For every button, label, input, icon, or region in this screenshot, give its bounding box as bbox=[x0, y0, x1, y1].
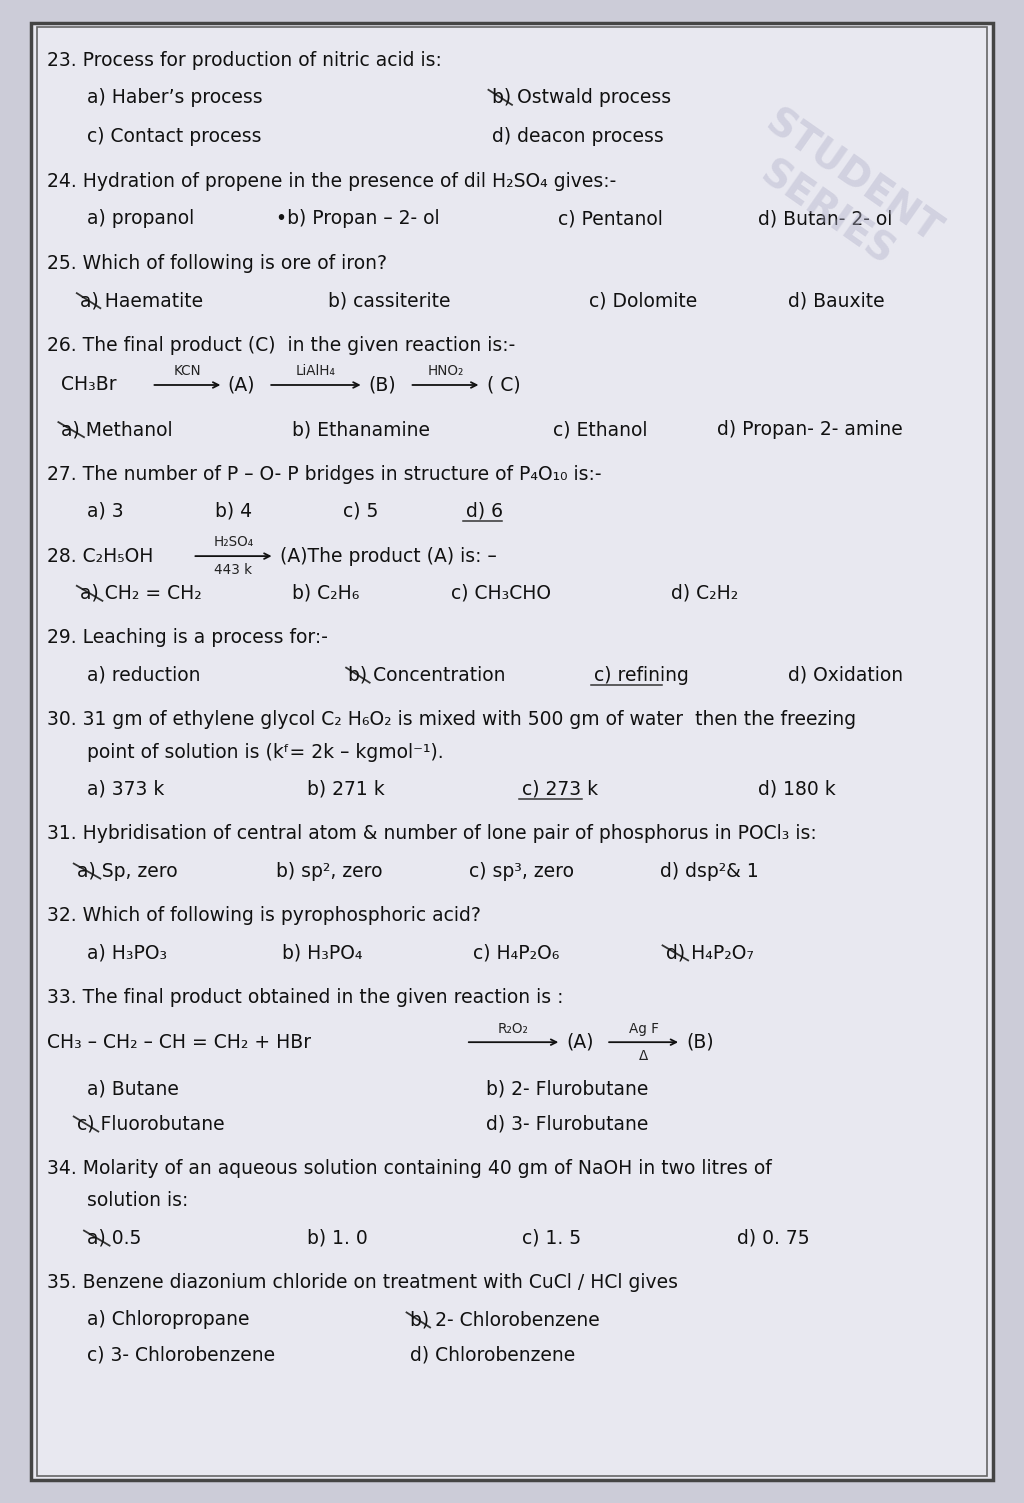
Text: c) 1. 5: c) 1. 5 bbox=[522, 1228, 582, 1247]
Text: c) sp³, zero: c) sp³, zero bbox=[469, 861, 574, 881]
Text: a) Haematite: a) Haematite bbox=[80, 292, 203, 310]
Text: a) Sp, zero: a) Sp, zero bbox=[77, 861, 177, 881]
Text: c) Ethanol: c) Ethanol bbox=[553, 421, 647, 439]
Text: 24. Hydration of propene in the presence of dil H₂SO₄ gives:-: 24. Hydration of propene in the presence… bbox=[47, 173, 616, 191]
Text: 29. Leaching is a process for:-: 29. Leaching is a process for:- bbox=[47, 628, 328, 648]
Text: b) 1. 0: b) 1. 0 bbox=[307, 1228, 368, 1247]
Text: a) Butane: a) Butane bbox=[87, 1079, 179, 1099]
Text: d) 0. 75: d) 0. 75 bbox=[737, 1228, 810, 1247]
Text: a) Chloropropane: a) Chloropropane bbox=[87, 1311, 250, 1330]
Text: Δ: Δ bbox=[639, 1049, 648, 1063]
Text: b) 2- Chlorobenzene: b) 2- Chlorobenzene bbox=[410, 1311, 599, 1330]
Text: d) C₂H₂: d) C₂H₂ bbox=[671, 583, 738, 603]
Text: 33. The final product obtained in the given reaction is :: 33. The final product obtained in the gi… bbox=[47, 987, 563, 1007]
Text: d) Bauxite: d) Bauxite bbox=[788, 292, 885, 310]
Text: KCN: KCN bbox=[174, 364, 201, 379]
Text: a) Haber’s process: a) Haber’s process bbox=[87, 87, 263, 107]
Text: LiAlH₄: LiAlH₄ bbox=[296, 364, 336, 379]
Text: d) 6: d) 6 bbox=[466, 502, 503, 522]
Text: c) Fluorobutane: c) Fluorobutane bbox=[77, 1115, 224, 1133]
Text: STUDENT
SERIES: STUDENT SERIES bbox=[732, 104, 947, 287]
Text: 23. Process for production of nitric acid is:: 23. Process for production of nitric aci… bbox=[47, 51, 442, 69]
Text: c) H₄P₂O₆: c) H₄P₂O₆ bbox=[473, 944, 559, 962]
Text: c) 3- Chlorobenzene: c) 3- Chlorobenzene bbox=[87, 1345, 275, 1365]
Text: (B): (B) bbox=[686, 1033, 714, 1052]
Text: 31. Hybridisation of central atom & number of lone pair of phosphorus in POCl₃ i: 31. Hybridisation of central atom & numb… bbox=[47, 824, 817, 843]
Text: 25. Which of following is ore of iron?: 25. Which of following is ore of iron? bbox=[47, 254, 387, 274]
Text: R₂O₂: R₂O₂ bbox=[498, 1022, 529, 1036]
Text: c) Contact process: c) Contact process bbox=[87, 128, 261, 146]
Text: 32. Which of following is pyrophosphoric acid?: 32. Which of following is pyrophosphoric… bbox=[47, 906, 481, 926]
Text: H₂SO₄: H₂SO₄ bbox=[213, 535, 254, 550]
Text: d) Butan- 2- ol: d) Butan- 2- ol bbox=[758, 209, 892, 228]
Text: (A)The product (A) is: –: (A)The product (A) is: – bbox=[280, 547, 497, 565]
Text: c) 5: c) 5 bbox=[343, 502, 379, 522]
Text: 443 k: 443 k bbox=[214, 562, 253, 577]
Text: c) Pentanol: c) Pentanol bbox=[558, 209, 663, 228]
Text: b) C₂H₆: b) C₂H₆ bbox=[292, 583, 359, 603]
Text: CH₃Br: CH₃Br bbox=[61, 376, 117, 394]
Text: a) CH₂ = CH₂: a) CH₂ = CH₂ bbox=[80, 583, 202, 603]
Text: c) CH₃CHO: c) CH₃CHO bbox=[451, 583, 551, 603]
Text: (A): (A) bbox=[227, 376, 255, 394]
Text: 28. C₂H₅OH: 28. C₂H₅OH bbox=[47, 547, 154, 565]
Text: a) 373 k: a) 373 k bbox=[87, 780, 165, 798]
Text: a) 0.5: a) 0.5 bbox=[87, 1228, 141, 1247]
Text: b) 271 k: b) 271 k bbox=[307, 780, 385, 798]
Text: ( C): ( C) bbox=[487, 376, 521, 394]
Text: (B): (B) bbox=[369, 376, 396, 394]
Text: HNO₂: HNO₂ bbox=[427, 364, 464, 379]
Text: d) H₄P₂O₇: d) H₄P₂O₇ bbox=[666, 944, 754, 962]
Text: 26. The final product (C)  in the given reaction is:-: 26. The final product (C) in the given r… bbox=[47, 335, 515, 355]
Text: b) 4: b) 4 bbox=[215, 502, 252, 522]
Text: b) 2- Flurobutane: b) 2- Flurobutane bbox=[486, 1079, 649, 1099]
Text: b) H₃PO₄: b) H₃PO₄ bbox=[282, 944, 362, 962]
Text: CH₃ – CH₂ – CH = CH₂ + HBr: CH₃ – CH₂ – CH = CH₂ + HBr bbox=[47, 1033, 311, 1052]
Text: Ag F: Ag F bbox=[629, 1022, 658, 1036]
Text: c) 273 k: c) 273 k bbox=[522, 780, 598, 798]
Text: 35. Benzene diazonium chloride on treatment with CuCl / HCl gives: 35. Benzene diazonium chloride on treatm… bbox=[47, 1273, 678, 1293]
Text: b) cassiterite: b) cassiterite bbox=[328, 292, 451, 310]
Text: solution is:: solution is: bbox=[87, 1192, 188, 1210]
Text: d) dsp²& 1: d) dsp²& 1 bbox=[660, 861, 759, 881]
Text: •b) Propan – 2- ol: •b) Propan – 2- ol bbox=[276, 209, 440, 228]
Text: a) H₃PO₃: a) H₃PO₃ bbox=[87, 944, 167, 962]
Text: b) Concentration: b) Concentration bbox=[348, 666, 506, 685]
Text: d) 180 k: d) 180 k bbox=[758, 780, 836, 798]
Text: 27. The number of P – O- P bridges in structure of P₄O₁₀ is:-: 27. The number of P – O- P bridges in st… bbox=[47, 464, 602, 484]
Text: 34. Molarity of an aqueous solution containing 40 gm of NaOH in two litres of: 34. Molarity of an aqueous solution cont… bbox=[47, 1159, 772, 1178]
Text: b) Ostwald process: b) Ostwald process bbox=[492, 87, 671, 107]
Text: a) 3: a) 3 bbox=[87, 502, 124, 522]
Text: a) reduction: a) reduction bbox=[87, 666, 201, 685]
Text: 30. 31 gm of ethylene glycol C₂ H₆O₂ is mixed with 500 gm of water  then the fre: 30. 31 gm of ethylene glycol C₂ H₆O₂ is … bbox=[47, 711, 856, 729]
Text: a) Methanol: a) Methanol bbox=[61, 421, 173, 439]
Text: point of solution is (kᶠ= 2k – kgmol⁻¹).: point of solution is (kᶠ= 2k – kgmol⁻¹). bbox=[87, 742, 443, 762]
Text: c) refining: c) refining bbox=[594, 666, 689, 685]
Text: a) propanol: a) propanol bbox=[87, 209, 195, 228]
Text: d) Propan- 2- amine: d) Propan- 2- amine bbox=[717, 421, 902, 439]
Text: b) Ethanamine: b) Ethanamine bbox=[292, 421, 430, 439]
Text: d) Oxidation: d) Oxidation bbox=[788, 666, 903, 685]
Text: c) Dolomite: c) Dolomite bbox=[589, 292, 697, 310]
Text: d) 3- Flurobutane: d) 3- Flurobutane bbox=[486, 1115, 649, 1133]
Text: d) deacon process: d) deacon process bbox=[492, 128, 664, 146]
Text: (A): (A) bbox=[566, 1033, 594, 1052]
Text: b) sp², zero: b) sp², zero bbox=[276, 861, 383, 881]
Text: d) Chlorobenzene: d) Chlorobenzene bbox=[410, 1345, 574, 1365]
